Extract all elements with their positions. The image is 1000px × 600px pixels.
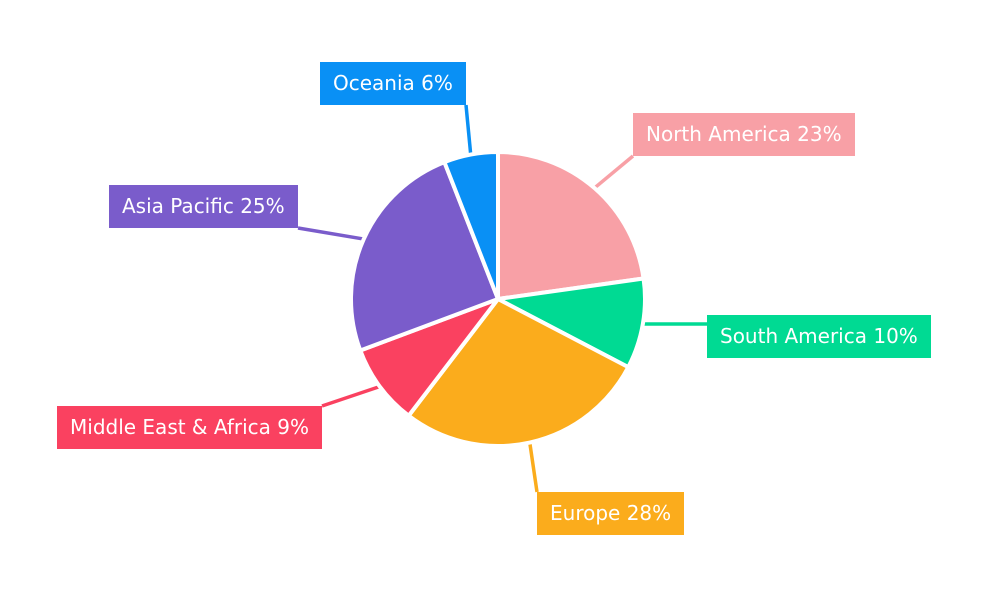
pie-label-asia-pacific: Asia Pacific 25% [109,185,298,228]
pie-slice-south-america[interactable] [496,276,647,370]
pie-label-europe: Europe 28% [537,492,685,535]
leader-line-oceania [464,104,473,155]
pie-slice-north-america[interactable] [496,150,646,301]
leader-line-europe [528,442,539,493]
leader-line-middle-east-africa [321,384,381,408]
pie-label-middle-east-africa: Middle East & Africa 9% [57,406,323,449]
pie-label-south-america: South America 10% [707,315,931,358]
pie-label-oceania: Oceania 6% [320,62,466,105]
leader-line-north-america [593,154,635,190]
pie-slice-europe[interactable] [406,297,631,448]
leader-line-asia-pacific [297,226,365,241]
pie-label-north-america: North America 23% [633,113,855,156]
pie-slice-oceania[interactable] [442,150,500,301]
